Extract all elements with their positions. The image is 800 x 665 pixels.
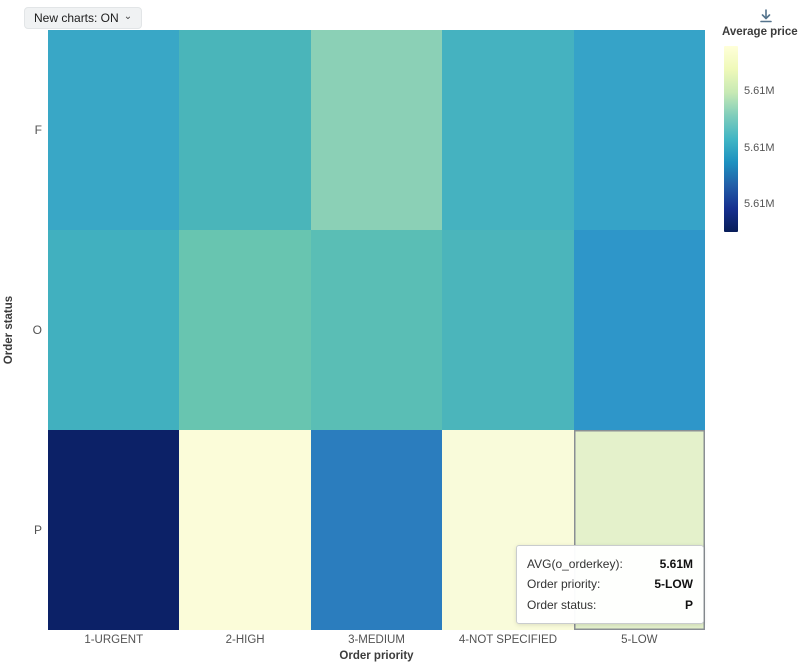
tooltip-value: 5.61M bbox=[659, 557, 693, 571]
heatmap-cell-P-1-URGENT[interactable] bbox=[48, 430, 180, 630]
heatmap-cell-F-5-LOW[interactable] bbox=[573, 30, 705, 230]
x-tick-2-high: 2-HIGH bbox=[225, 634, 265, 646]
new-charts-toggle-label: New charts: ON bbox=[34, 11, 119, 25]
heatmap-cell-F-1-URGENT[interactable] bbox=[48, 30, 180, 230]
color-legend: Average price 5.61M 5.61M 5.61M bbox=[722, 26, 798, 232]
tooltip-row: AVG(o_orderkey): 5.61M bbox=[527, 554, 693, 574]
legend-tick: 5.61M bbox=[744, 142, 775, 155]
legend-gradient-bar bbox=[724, 46, 738, 232]
heatmap-cell-P-3-MEDIUM[interactable] bbox=[310, 430, 443, 630]
heatmap-cell-O-3-MEDIUM[interactable] bbox=[310, 230, 443, 430]
y-tick-o: O bbox=[32, 323, 42, 337]
heatmap-grid bbox=[48, 30, 705, 630]
x-tick-4-not-specified: 4-NOT SPECIFIED bbox=[458, 634, 558, 646]
heatmap-cell-F-3-MEDIUM[interactable] bbox=[310, 30, 443, 230]
legend-ticks: 5.61M 5.61M 5.61M bbox=[744, 46, 794, 232]
x-axis-ticks: 1-URGENT 2-HIGH 3-MEDIUM 4-NOT SPECIFIED… bbox=[48, 634, 705, 646]
y-axis-ticks: F O P bbox=[28, 30, 44, 630]
y-tick-f: F bbox=[34, 123, 42, 137]
heatmap-cell-F-4-NOT SPECIFIED[interactable] bbox=[442, 30, 574, 230]
y-tick-p: P bbox=[33, 523, 42, 537]
heatmap-cell-O-2-HIGH[interactable] bbox=[179, 230, 311, 430]
heatmap-cell-O-1-URGENT[interactable] bbox=[48, 230, 180, 430]
legend-tick: 5.61M bbox=[744, 84, 775, 97]
y-axis-title: Order status bbox=[3, 295, 16, 365]
tooltip-label: Order priority: bbox=[527, 577, 601, 592]
legend-tick: 5.61M bbox=[744, 198, 775, 211]
heatmap-cell-O-4-NOT SPECIFIED[interactable] bbox=[442, 230, 574, 430]
tooltip-value: P bbox=[684, 597, 693, 612]
tooltip-row: Order priority: 5-LOW bbox=[527, 574, 693, 594]
download-icon[interactable] bbox=[756, 6, 776, 26]
tooltip-label: Order status: bbox=[527, 597, 597, 612]
tooltip-value: 5-LOW bbox=[654, 577, 693, 592]
legend-title: Average price bbox=[722, 26, 798, 38]
x-axis-title: Order priority bbox=[339, 650, 414, 662]
new-charts-toggle[interactable]: New charts: ON ⌄ bbox=[24, 7, 143, 29]
tooltip-row: Order status: P bbox=[527, 595, 693, 615]
heatmap-cell-P-2-HIGH[interactable] bbox=[179, 430, 311, 630]
x-tick-1-urgent: 1-URGENT bbox=[84, 634, 144, 646]
x-tick-3-medium: 3-MEDIUM bbox=[348, 634, 405, 646]
tooltip-label: AVG(o_orderkey): bbox=[527, 557, 623, 571]
x-tick-5-low: 5-LOW bbox=[621, 634, 658, 646]
chevron-down-icon: ⌄ bbox=[123, 11, 133, 22]
tooltip: AVG(o_orderkey): 5.61M Order priority: 5… bbox=[516, 545, 704, 625]
heatmap-plot bbox=[48, 30, 705, 630]
heatmap-cell-F-2-HIGH[interactable] bbox=[179, 30, 311, 230]
heatmap-cell-O-5-LOW[interactable] bbox=[573, 230, 705, 430]
